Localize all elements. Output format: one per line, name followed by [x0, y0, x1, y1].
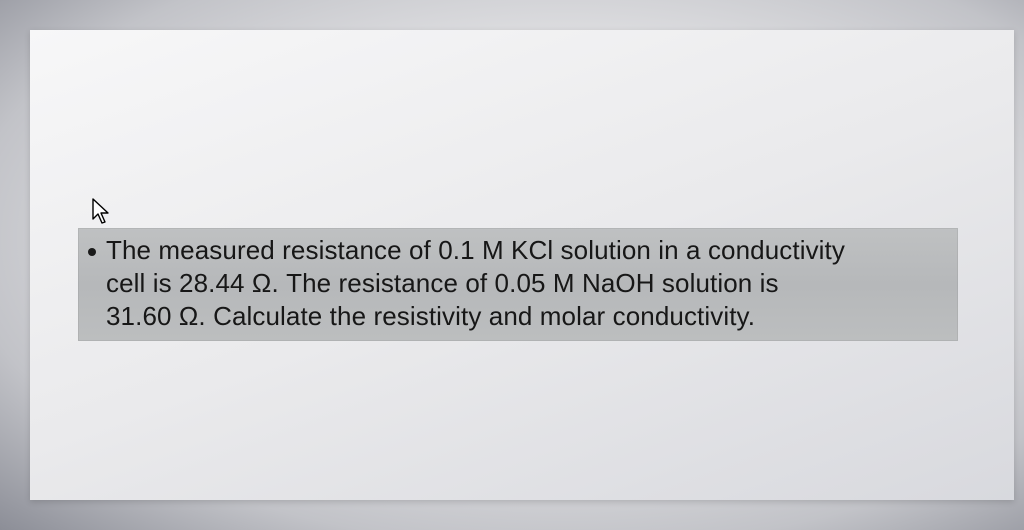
- question-highlight: The measured resistance of 0.1 M KCl sol…: [78, 228, 958, 341]
- bullet-icon: [88, 248, 96, 256]
- document-page: The measured resistance of 0.1 M KCl sol…: [30, 30, 1014, 500]
- mouse-cursor-icon: [92, 198, 112, 226]
- question-line-2: cell is 28.44 Ω. The resistance of 0.05 …: [106, 267, 948, 300]
- question-line-1: The measured resistance of 0.1 M KCl sol…: [106, 235, 845, 265]
- question-text: The measured resistance of 0.1 M KCl sol…: [106, 234, 948, 333]
- question-line-3: 31.60 Ω. Calculate the resistivity and m…: [106, 300, 948, 333]
- bullet-list-item: The measured resistance of 0.1 M KCl sol…: [86, 234, 948, 333]
